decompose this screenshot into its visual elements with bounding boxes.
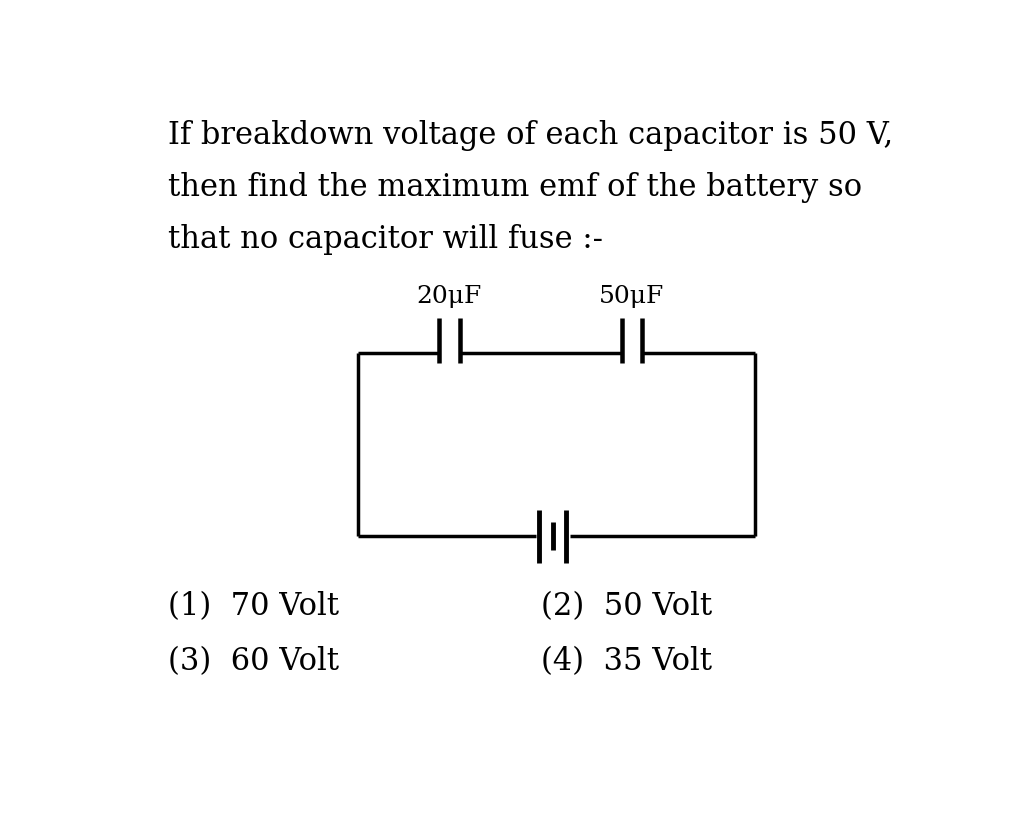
Text: (2)  50 Volt: (2) 50 Volt bbox=[541, 590, 712, 622]
Text: 20μF: 20μF bbox=[417, 285, 482, 308]
Text: (3)  60 Volt: (3) 60 Volt bbox=[168, 645, 339, 676]
Text: 50μF: 50μF bbox=[599, 285, 665, 308]
Text: then find the maximum emf of the battery so: then find the maximum emf of the battery… bbox=[168, 172, 862, 203]
Text: (1)  70 Volt: (1) 70 Volt bbox=[168, 590, 339, 622]
Text: If breakdown voltage of each capacitor is 50 V,: If breakdown voltage of each capacitor i… bbox=[168, 120, 893, 152]
Text: that no capacitor will fuse :-: that no capacitor will fuse :- bbox=[168, 224, 603, 255]
Text: (4)  35 Volt: (4) 35 Volt bbox=[541, 645, 712, 676]
